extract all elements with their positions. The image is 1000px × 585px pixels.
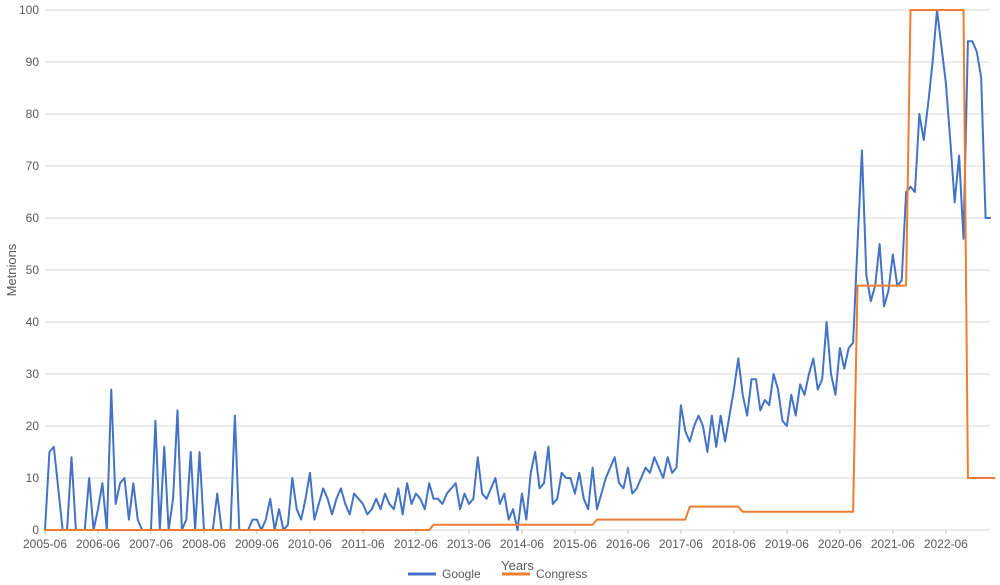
legend-label-google: Google — [442, 567, 481, 581]
y-tick-label: 80 — [26, 107, 40, 121]
legend-label-congress: Congress — [536, 567, 587, 581]
y-tick-label: 10 — [26, 471, 40, 485]
y-tick-label: 50 — [26, 263, 40, 277]
y-tick-label: 40 — [26, 315, 40, 329]
x-tick-label: 2019-06 — [765, 537, 809, 551]
x-tick-label: 2008-06 — [182, 537, 226, 551]
y-axis-label: Metnions — [4, 243, 19, 296]
x-tick-label: 2017-06 — [659, 537, 703, 551]
chart-svg: 0 10 20 30 40 50 60 70 80 90 100 2005-06 2006-06 2007… — [0, 0, 1000, 585]
y-tick-label: 60 — [26, 211, 40, 225]
x-tick-label: 2011-06 — [341, 537, 384, 551]
x-tick-label: 2015-06 — [553, 537, 597, 551]
x-tick-label: 2016-06 — [606, 537, 650, 551]
x-tick-label: 2018-06 — [712, 537, 756, 551]
x-tick-label: 2010-06 — [288, 537, 332, 551]
x-tick-label: 2022-06 — [924, 537, 968, 551]
x-tick-label: 2014-06 — [500, 537, 544, 551]
y-tick-label: 30 — [26, 367, 40, 381]
x-tick-label: 2020-06 — [818, 537, 862, 551]
y-tick-label: 90 — [26, 55, 40, 69]
y-tick-label: 70 — [26, 159, 40, 173]
x-tick-label: 2013-06 — [447, 537, 491, 551]
x-tick-label: 2006-06 — [76, 537, 120, 551]
x-tick-label: 2021-06 — [871, 537, 915, 551]
x-tick-label: 2009-06 — [235, 537, 279, 551]
x-tick-label: 2012-06 — [394, 537, 438, 551]
x-tick-label: 2005-06 — [23, 537, 67, 551]
y-tick-label: 0 — [32, 523, 39, 537]
mentions-chart: 0 10 20 30 40 50 60 70 80 90 100 2005-06 2006-06 2007… — [0, 0, 1000, 585]
x-axis-label: Years — [501, 558, 534, 573]
y-tick-label: 20 — [26, 419, 40, 433]
x-tick-label: 2007-06 — [129, 537, 173, 551]
y-tick-label: 100 — [19, 3, 39, 17]
